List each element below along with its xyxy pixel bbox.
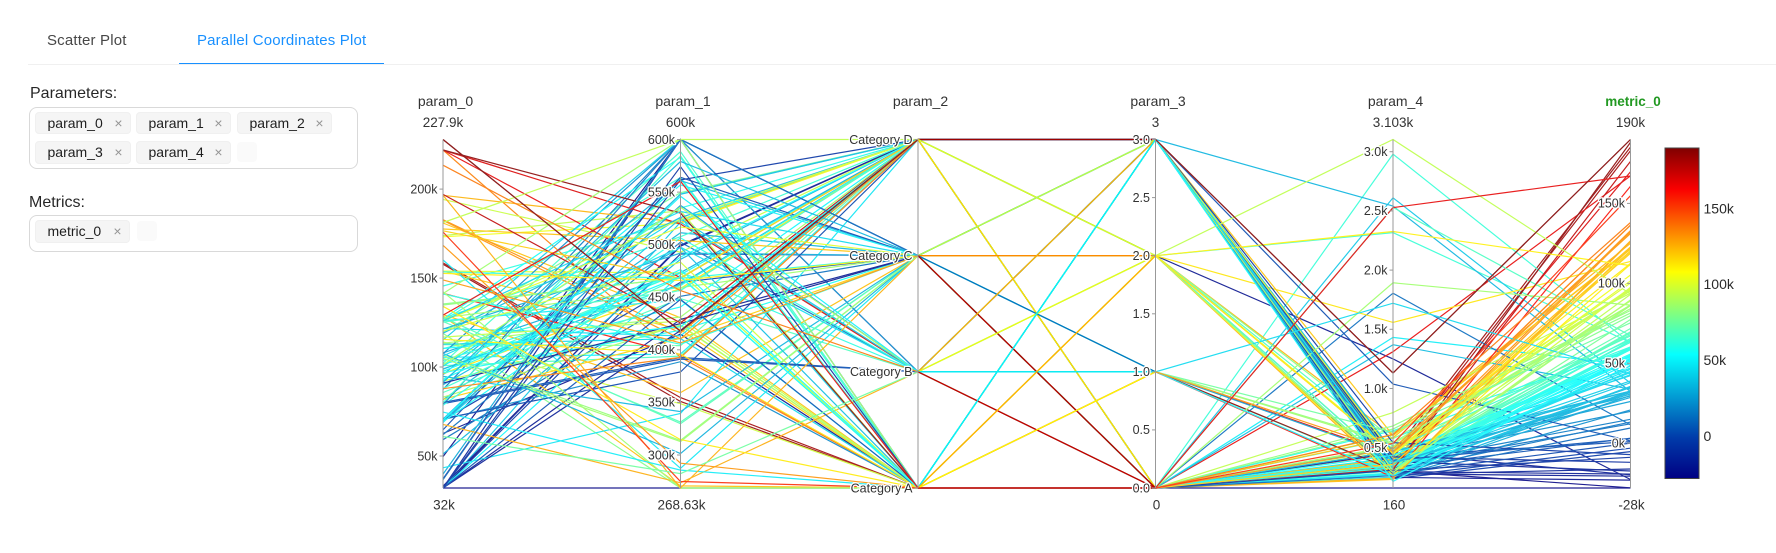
svg-text:50k: 50k bbox=[1704, 352, 1728, 368]
svg-text:0.0: 0.0 bbox=[1133, 481, 1150, 495]
svg-text:param_3: param_3 bbox=[1130, 93, 1185, 109]
svg-text:500k: 500k bbox=[648, 238, 676, 252]
svg-text:150k: 150k bbox=[410, 271, 438, 285]
svg-text:350k: 350k bbox=[648, 396, 676, 410]
svg-text:50k: 50k bbox=[417, 449, 438, 463]
svg-text:3: 3 bbox=[1152, 115, 1160, 130]
svg-text:50k: 50k bbox=[1605, 357, 1626, 371]
svg-text:param_4: param_4 bbox=[1368, 93, 1423, 109]
svg-text:600k: 600k bbox=[666, 115, 696, 130]
svg-text:Category A: Category A bbox=[851, 481, 914, 495]
svg-text:3.103k: 3.103k bbox=[1373, 115, 1414, 130]
svg-text:450k: 450k bbox=[648, 291, 676, 305]
svg-text:2.5k: 2.5k bbox=[1364, 204, 1388, 218]
svg-text:190k: 190k bbox=[1616, 115, 1646, 130]
svg-text:300k: 300k bbox=[648, 448, 676, 462]
svg-text:Category D: Category D bbox=[849, 133, 912, 147]
svg-text:2.5: 2.5 bbox=[1133, 191, 1150, 205]
svg-text:0: 0 bbox=[1153, 498, 1161, 513]
svg-text:100k: 100k bbox=[410, 360, 438, 374]
svg-text:metric_0: metric_0 bbox=[1605, 94, 1661, 109]
svg-text:param_2: param_2 bbox=[893, 93, 948, 109]
svg-text:200k: 200k bbox=[410, 182, 438, 196]
svg-text:1.0k: 1.0k bbox=[1364, 382, 1388, 396]
svg-text:3.0k: 3.0k bbox=[1364, 145, 1388, 159]
svg-text:Category C: Category C bbox=[849, 249, 912, 263]
svg-text:1.5k: 1.5k bbox=[1364, 323, 1388, 337]
svg-text:1.0: 1.0 bbox=[1133, 365, 1150, 379]
svg-text:2.0: 2.0 bbox=[1133, 249, 1150, 263]
svg-text:100k: 100k bbox=[1704, 276, 1735, 292]
svg-text:600k: 600k bbox=[648, 133, 676, 147]
svg-text:-28k: -28k bbox=[1618, 498, 1645, 513]
svg-text:0: 0 bbox=[1704, 428, 1712, 444]
svg-text:0.5k: 0.5k bbox=[1364, 441, 1388, 455]
svg-text:param_0: param_0 bbox=[418, 93, 473, 109]
svg-text:100k: 100k bbox=[1598, 277, 1626, 291]
svg-text:2.0k: 2.0k bbox=[1364, 263, 1388, 277]
svg-text:400k: 400k bbox=[648, 343, 676, 357]
svg-text:32k: 32k bbox=[433, 498, 455, 513]
svg-text:550k: 550k bbox=[648, 185, 676, 199]
svg-text:3.0: 3.0 bbox=[1133, 133, 1150, 147]
svg-text:268.63k: 268.63k bbox=[657, 498, 705, 513]
svg-text:1.5: 1.5 bbox=[1133, 307, 1150, 321]
svg-text:227.9k: 227.9k bbox=[423, 115, 464, 130]
svg-text:0.5: 0.5 bbox=[1133, 423, 1150, 437]
svg-text:160: 160 bbox=[1383, 498, 1406, 513]
svg-text:0k: 0k bbox=[1612, 437, 1626, 451]
svg-text:150k: 150k bbox=[1598, 197, 1626, 211]
svg-text:150k: 150k bbox=[1704, 200, 1735, 216]
svg-text:param_1: param_1 bbox=[655, 93, 710, 109]
svg-text:Category B: Category B bbox=[850, 365, 913, 379]
